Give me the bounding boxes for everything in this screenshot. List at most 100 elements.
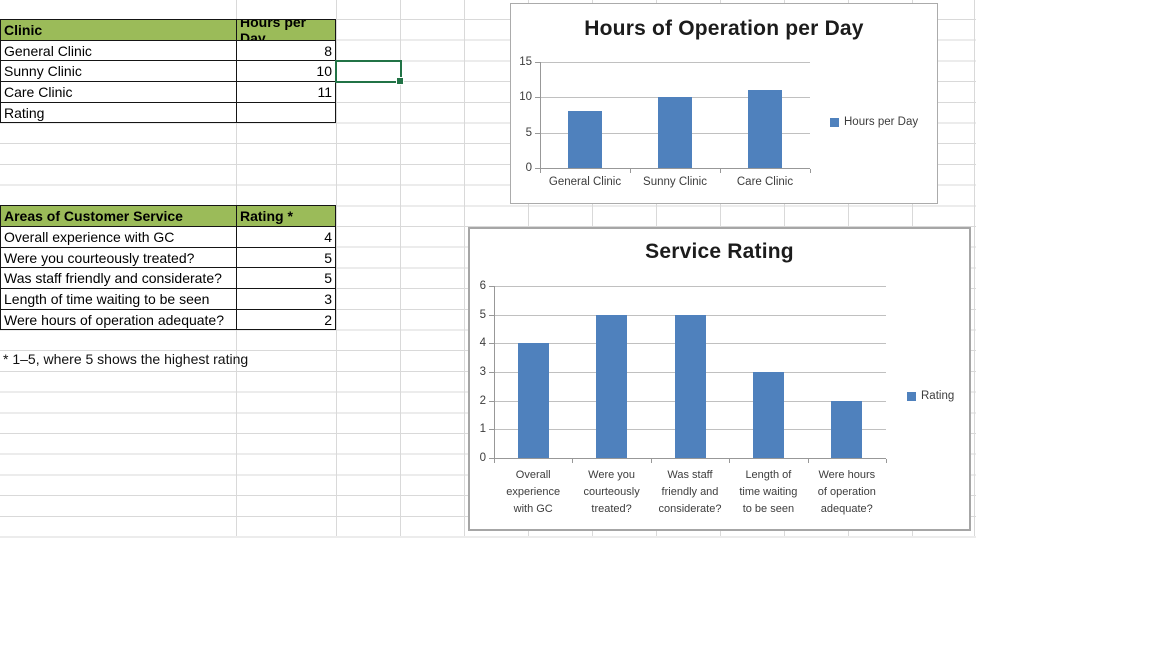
y-axis-line bbox=[540, 62, 541, 168]
cell[interactable]: 3 bbox=[324, 290, 332, 307]
chart-gridline bbox=[494, 286, 886, 287]
table-row: Rating bbox=[1, 102, 335, 124]
y-axis-tick bbox=[535, 97, 540, 99]
bar[interactable] bbox=[658, 97, 692, 168]
y-axis-label: 6 bbox=[479, 280, 486, 292]
bar[interactable] bbox=[517, 343, 549, 458]
y-axis-tick bbox=[535, 168, 540, 169]
fill-handle[interactable] bbox=[396, 76, 404, 85]
legend: Rating bbox=[907, 390, 954, 402]
y-axis-tick bbox=[489, 400, 494, 402]
cell[interactable]: Were hours of operation adequate? bbox=[1, 309, 237, 330]
x-axis-tick bbox=[810, 169, 811, 173]
service-rating-table: Areas of Customer Service Rating * Overall… bbox=[0, 205, 336, 331]
x-axis-label: Length of time waiting to be seen bbox=[739, 469, 798, 515]
x-axis-label: Was staff friendly and considerate? bbox=[658, 469, 722, 515]
header-cell[interactable]: Areas of Customer Service bbox=[1, 206, 237, 226]
x-axis-tick bbox=[572, 459, 574, 463]
legend-label: Hours per Day bbox=[844, 116, 919, 128]
x-axis-label: Overall experience with GC bbox=[506, 469, 561, 515]
legend-label: Rating bbox=[921, 390, 955, 402]
chart-gridline bbox=[540, 62, 810, 63]
y-axis-label: 5 bbox=[479, 308, 486, 321]
y-axis-tick bbox=[489, 286, 494, 287]
table-row: Sunny Clinic 10 bbox=[1, 61, 335, 83]
cell[interactable] bbox=[237, 103, 335, 123]
cell[interactable]: Was staff friendly and considerate? bbox=[1, 268, 237, 289]
y-axis-label: 0 bbox=[479, 452, 486, 464]
y-axis-label: 10 bbox=[519, 91, 532, 104]
table-row: Care Clinic 11 bbox=[1, 82, 335, 103]
table-header-row: Clinic Hours per Day bbox=[1, 20, 335, 41]
cell[interactable]: 5 bbox=[324, 270, 332, 287]
cell[interactable]: Sunny Clinic bbox=[1, 61, 237, 82]
x-axis-label: Care Clinic bbox=[736, 176, 794, 188]
cell[interactable]: 11 bbox=[317, 83, 332, 100]
cell[interactable]: 10 bbox=[316, 63, 332, 80]
selected-cell[interactable] bbox=[335, 59, 404, 85]
cell[interactable]: Overall experience with GC bbox=[1, 226, 237, 247]
table-row: General Clinic 8 bbox=[1, 40, 335, 62]
header-cell[interactable]: Rating * bbox=[240, 208, 293, 225]
x-axis-tick bbox=[494, 459, 495, 463]
table-header-row: Areas of Customer Service Rating * bbox=[1, 206, 335, 227]
x-axis-tick bbox=[540, 169, 541, 173]
service-rating-chart[interactable]: Service Rating Rating 0 1 2 3 4 5 6 Overall exp… bbox=[468, 227, 971, 531]
y-axis-tick bbox=[489, 458, 494, 459]
chart-title: Service Rating bbox=[645, 240, 794, 263]
legend-color-swatch bbox=[830, 117, 839, 127]
x-axis-tick bbox=[650, 459, 652, 463]
header-cell[interactable]: Clinic bbox=[1, 20, 237, 40]
x-axis-tick bbox=[807, 459, 809, 463]
x-axis-line bbox=[540, 168, 810, 169]
chart-title: Hours of Operation per Day bbox=[584, 17, 864, 40]
y-axis-tick bbox=[489, 314, 494, 316]
y-axis-tick bbox=[535, 62, 540, 63]
y-axis-tick bbox=[535, 132, 540, 134]
x-axis-label: General Clinic bbox=[548, 176, 622, 188]
x-axis-tick bbox=[729, 459, 731, 463]
clinic-hours-table: Clinic Hours per Day General Clinic 8 Sunny … bbox=[0, 19, 336, 124]
bar[interactable] bbox=[752, 372, 784, 458]
cell[interactable]: 2 bbox=[324, 311, 332, 328]
x-axis-label: Sunny Clinic bbox=[643, 176, 707, 188]
bar[interactable] bbox=[596, 314, 628, 458]
cell[interactable]: 8 bbox=[324, 42, 332, 59]
bar[interactable] bbox=[831, 400, 863, 458]
header-cell[interactable]: Hours per Day bbox=[240, 20, 307, 40]
y-axis-label: 1 bbox=[479, 423, 486, 436]
x-axis-tick bbox=[720, 169, 721, 173]
x-axis-tick bbox=[630, 169, 631, 173]
table-row: Was staff friendly and considerate? 5 bbox=[1, 268, 335, 290]
y-axis-label: 4 bbox=[479, 337, 486, 350]
cell[interactable]: 4 bbox=[324, 228, 332, 245]
hours-of-operation-chart[interactable]: Hours of Operation per Day Hours per Day… bbox=[510, 3, 938, 204]
table-row: Length of time waiting to be seen 3 bbox=[1, 289, 335, 310]
bar[interactable] bbox=[568, 111, 602, 168]
rating-scale-footnote: * 1–5, where 5 shows the highest rating bbox=[3, 351, 249, 367]
cell[interactable]: Rating bbox=[1, 102, 237, 123]
bar[interactable] bbox=[674, 314, 706, 458]
y-axis-tick bbox=[489, 343, 494, 345]
y-axis-label: 0 bbox=[525, 162, 532, 174]
y-axis-tick bbox=[489, 429, 494, 431]
cell[interactable]: 5 bbox=[324, 249, 332, 266]
cell[interactable]: Length of time waiting to be seen bbox=[1, 289, 237, 309]
table-row: Overall experience with GC 4 bbox=[1, 226, 335, 248]
x-axis-line bbox=[494, 458, 886, 459]
x-axis-label: Were you courteously treated? bbox=[583, 469, 640, 515]
y-axis-label: 3 bbox=[479, 366, 486, 378]
table-row: Were hours of operation adequate? 2 bbox=[1, 309, 335, 331]
y-axis-line bbox=[494, 286, 495, 458]
table-row: Were you courteously treated? 5 bbox=[1, 247, 335, 269]
y-axis-label: 5 bbox=[525, 126, 532, 139]
cell[interactable]: General Clinic bbox=[1, 40, 237, 61]
x-axis-label: Were hours of operation adequate? bbox=[817, 469, 876, 515]
bar[interactable] bbox=[748, 90, 782, 168]
legend: Hours per Day bbox=[830, 116, 918, 128]
cell[interactable]: Were you courteously treated? bbox=[1, 247, 237, 268]
cell[interactable]: Care Clinic bbox=[1, 82, 237, 102]
y-axis-label: 15 bbox=[519, 56, 532, 68]
x-axis-tick bbox=[886, 459, 887, 463]
